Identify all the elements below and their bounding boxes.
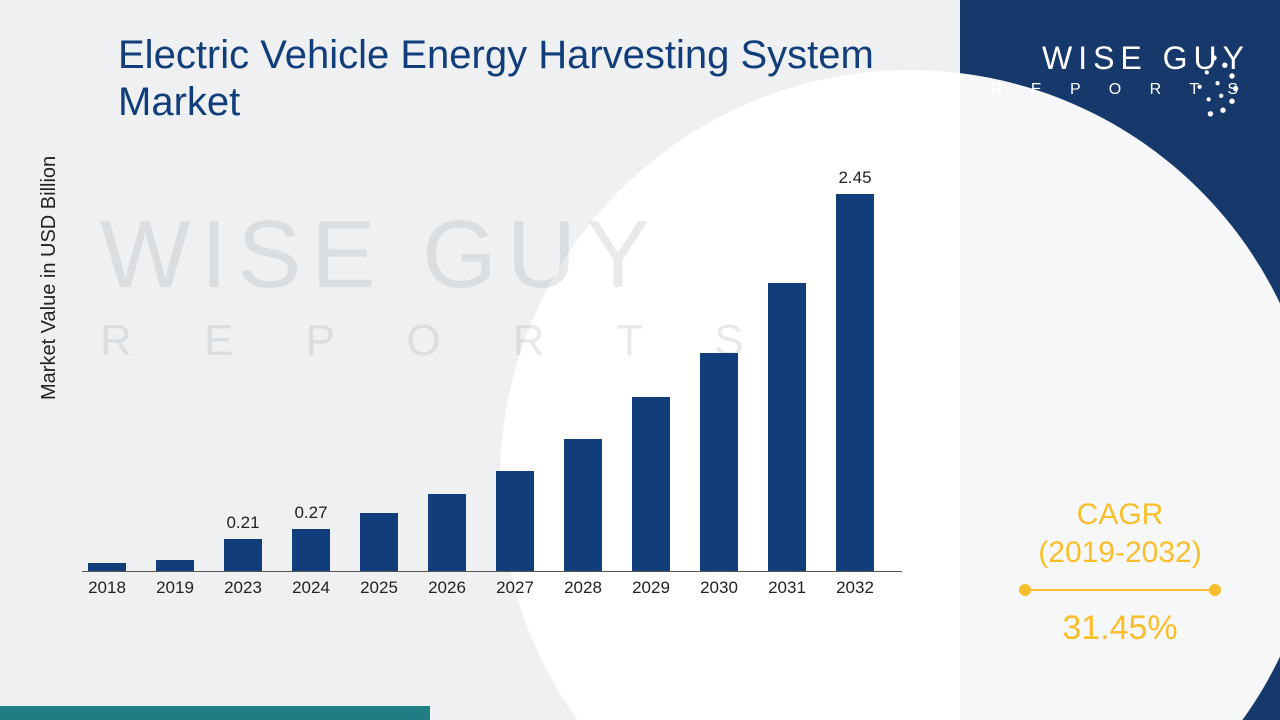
x-axis-line <box>82 571 902 572</box>
x-tick-2026: 2026 <box>417 578 477 598</box>
cagr-block: CAGR (2019-2032) 31.45% <box>1000 496 1240 648</box>
bar-fill <box>428 494 466 571</box>
x-axis-labels: 2018201920232024202520262027202820292030… <box>82 574 902 600</box>
x-tick-2030: 2030 <box>689 578 749 598</box>
bars-container: 0.21 0.27 2.45 <box>82 171 902 571</box>
bar-value-label: 0.27 <box>286 503 336 523</box>
x-tick-2032: 2032 <box>825 578 885 598</box>
infographic-root: { "title": "Electric Vehicle Energy Harv… <box>0 0 1280 720</box>
x-tick-2019: 2019 <box>145 578 205 598</box>
x-tick-2028: 2028 <box>553 578 613 598</box>
chart-title: Electric Vehicle Energy Harvesting Syste… <box>118 32 878 126</box>
bar-fill <box>88 563 126 571</box>
bar-fill <box>360 513 398 571</box>
cagr-period: (2019-2032) <box>1038 536 1201 569</box>
brand-logo: WISE GUY R E P O R T S <box>991 40 1250 99</box>
x-tick-2023: 2023 <box>213 578 273 598</box>
x-tick-2029: 2029 <box>621 578 681 598</box>
bar-chart: 0.210.272.45 201820192023202420252026202… <box>82 170 902 600</box>
bar-value-label: 2.45 <box>830 168 880 188</box>
x-tick-2031: 2031 <box>757 578 817 598</box>
bar-fill <box>768 283 806 571</box>
x-tick-2018: 2018 <box>77 578 137 598</box>
bar-fill <box>836 194 874 571</box>
bar-fill <box>632 397 670 571</box>
bar-fill <box>496 471 534 571</box>
y-axis-label: Market Value in USD Billion <box>38 156 61 400</box>
bar-fill <box>700 353 738 571</box>
cagr-value: 31.45% <box>1000 609 1240 648</box>
x-tick-2025: 2025 <box>349 578 409 598</box>
logo-head-icon <box>1160 40 1250 130</box>
bar-fill <box>564 439 602 571</box>
bar-value-label: 0.21 <box>218 513 268 533</box>
bar-fill <box>292 529 330 571</box>
cagr-label: CAGR <box>1077 498 1164 531</box>
x-tick-2027: 2027 <box>485 578 545 598</box>
cagr-divider <box>1025 589 1215 591</box>
bar-fill <box>224 539 262 571</box>
x-tick-2024: 2024 <box>281 578 341 598</box>
bottom-accent-strip <box>0 706 430 720</box>
bar-fill <box>156 560 194 571</box>
